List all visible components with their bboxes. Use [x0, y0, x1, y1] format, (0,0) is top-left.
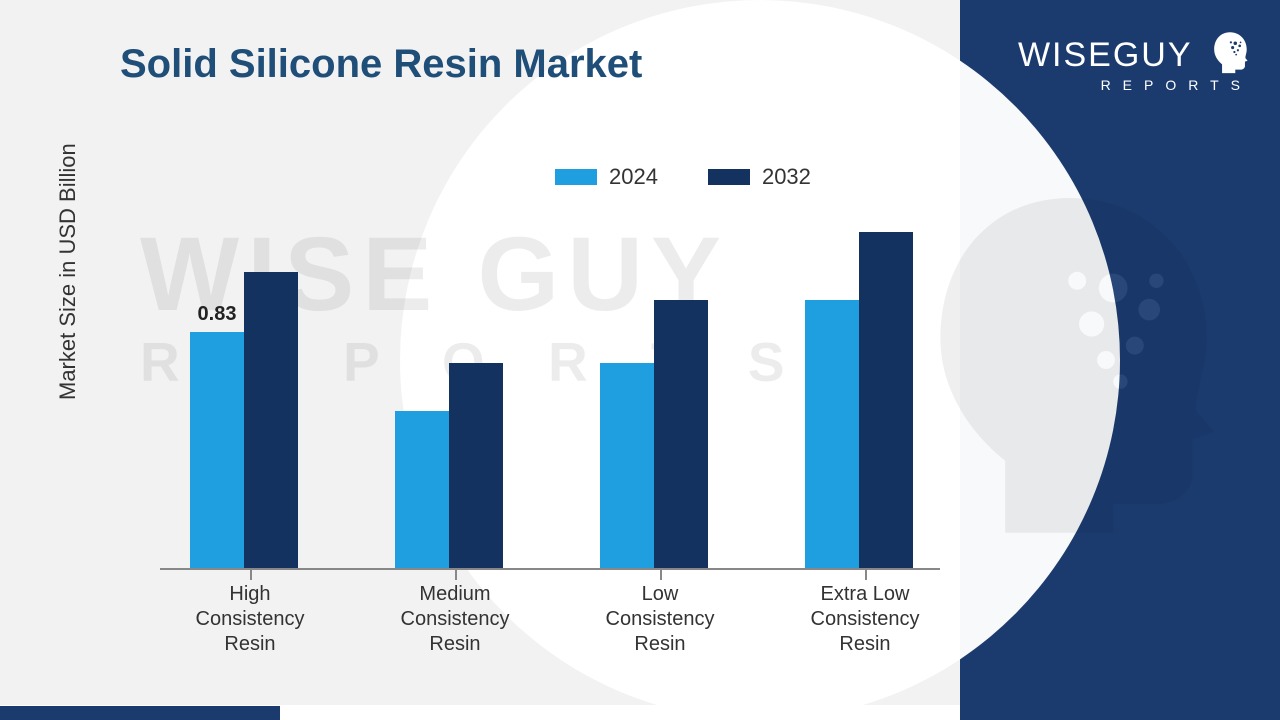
category-label: Extra Low Consistency Resin	[790, 582, 940, 657]
bar-2024	[395, 411, 449, 568]
bar-2024	[805, 300, 859, 568]
category-label: Medium Consistency Resin	[380, 582, 530, 657]
category-label: Low Consistency Resin	[585, 582, 735, 657]
chart-title: Solid Silicone Resin Market	[120, 42, 642, 87]
page-root: WISE GUY R E P O R T S Solid Silicone Re…	[0, 0, 1280, 720]
x-tick	[660, 570, 662, 580]
x-tick	[865, 570, 867, 580]
bar-2032	[859, 232, 913, 568]
brand-head-icon	[1208, 30, 1252, 74]
x-tick	[250, 570, 252, 580]
x-tick	[455, 570, 457, 580]
brand-line2: REPORTS	[1018, 77, 1252, 93]
legend: 2024 2032	[555, 164, 811, 190]
legend-label-2032: 2032	[762, 164, 811, 190]
legend-label-2024: 2024	[609, 164, 658, 190]
legend-swatch-2024	[555, 169, 597, 185]
plot-area: 0.83High Consistency ResinMedium Consist…	[110, 200, 940, 570]
legend-swatch-2032	[708, 169, 750, 185]
bar-2024	[600, 363, 654, 568]
brand-line1: WISEGUY	[1018, 30, 1252, 75]
category-label: High Consistency Resin	[175, 582, 325, 657]
x-axis-baseline	[160, 568, 940, 570]
brand-word-2: GUY	[1113, 36, 1193, 74]
y-axis-label: Market Size in USD Billion	[55, 143, 81, 400]
brand-block: WISEGUY REPORTS	[1018, 30, 1252, 93]
bar-2032	[449, 363, 503, 568]
brand-word-1: WISE	[1018, 36, 1113, 74]
legend-item-2032: 2032	[708, 164, 811, 190]
bar-2032	[244, 272, 298, 568]
bar-2024: 0.83	[190, 332, 244, 568]
bar-value-label: 0.83	[198, 303, 237, 326]
bottom-accent-strip	[0, 706, 280, 720]
bar-2032	[654, 300, 708, 568]
legend-item-2024: 2024	[555, 164, 658, 190]
